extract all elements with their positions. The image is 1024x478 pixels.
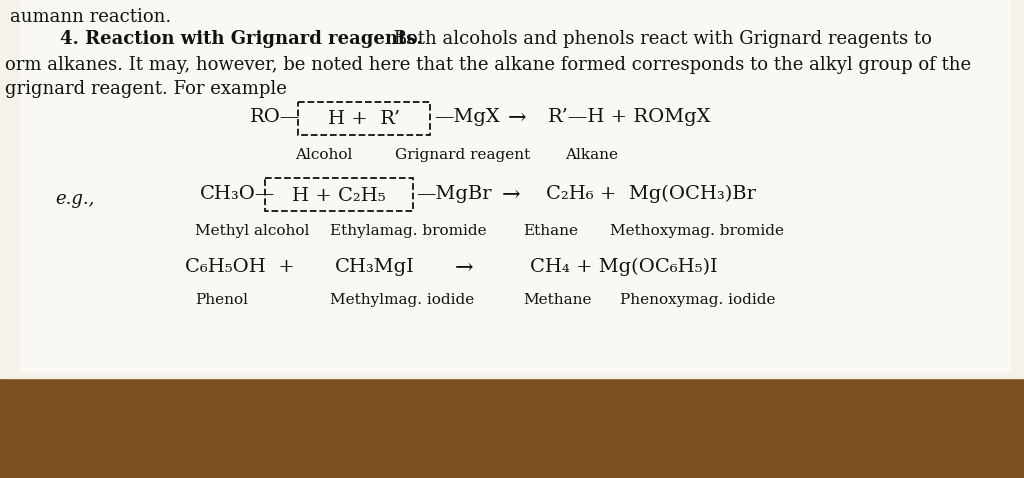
Text: Methyl alcohol: Methyl alcohol	[195, 224, 309, 238]
Bar	[265, 178, 413, 211]
Text: Ethylamag. bromide: Ethylamag. bromide	[330, 224, 486, 238]
Text: R’—H + ROMgX: R’—H + ROMgX	[548, 108, 711, 126]
Text: Methane: Methane	[523, 293, 592, 307]
Text: Phenol: Phenol	[195, 293, 248, 307]
Text: Methylmag. iodide: Methylmag. iodide	[330, 293, 474, 307]
Text: H + C₂H₅: H + C₂H₅	[292, 187, 386, 205]
Text: →: →	[502, 185, 520, 207]
Text: aumann reaction.: aumann reaction.	[10, 8, 171, 26]
Bar	[20, 0, 1010, 372]
Bar	[0, 370, 1024, 478]
Text: Grignard reagent: Grignard reagent	[395, 148, 530, 162]
Text: Methoxymag. bromide: Methoxymag. bromide	[610, 224, 784, 238]
Text: Alkane: Alkane	[565, 148, 618, 162]
Text: H +  R’: H + R’	[328, 110, 400, 128]
Text: —MgBr: —MgBr	[416, 185, 492, 203]
Bar	[0, 0, 1024, 378]
Text: Ethane: Ethane	[523, 224, 578, 238]
Text: CH₃O—: CH₃O—	[200, 185, 275, 203]
Text: C₂H₆ +  Mg(OCH₃)Br: C₂H₆ + Mg(OCH₃)Br	[546, 185, 756, 203]
Text: —MgX: —MgX	[434, 108, 500, 126]
Text: grignard reagent. For example: grignard reagent. For example	[5, 80, 287, 98]
Text: CH₄ + Mg(OC₆H₅)I: CH₄ + Mg(OC₆H₅)I	[530, 258, 718, 276]
Text: C₆H₅OH  +: C₆H₅OH +	[185, 258, 295, 276]
Text: 4. Reaction with Grignard reagents.: 4. Reaction with Grignard reagents.	[60, 30, 423, 48]
Text: Both alcohols and phenols react with Grignard reagents to: Both alcohols and phenols react with Gri…	[388, 30, 932, 48]
Text: →: →	[455, 258, 474, 280]
Text: CH₃MgI: CH₃MgI	[335, 258, 415, 276]
Text: orm alkanes. It may, however, be noted here that the alkane formed corresponds t: orm alkanes. It may, however, be noted h…	[5, 56, 971, 74]
Text: Phenoxymag. iodide: Phenoxymag. iodide	[620, 293, 775, 307]
Text: RO—: RO—	[250, 108, 300, 126]
Bar	[298, 102, 430, 135]
Text: →: →	[508, 108, 526, 130]
Text: e.g.,: e.g.,	[55, 190, 94, 208]
Text: Alcohol: Alcohol	[295, 148, 352, 162]
